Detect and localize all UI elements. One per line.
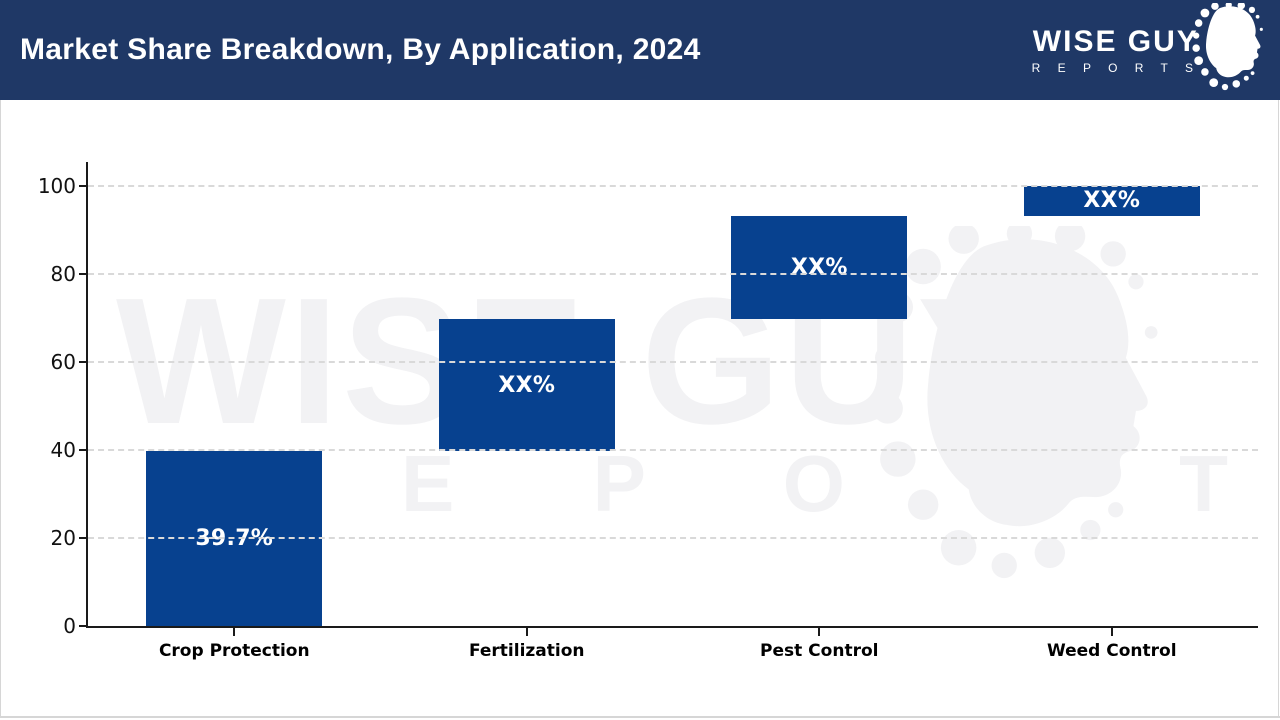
y-tick-60 — [79, 361, 86, 363]
x-category-label: Crop Protection — [158, 641, 310, 661]
gridline-y-100 — [88, 185, 1258, 187]
y-tick-label: 20 — [50, 526, 76, 550]
x-category-label: Pest Control — [760, 641, 879, 661]
y-tick-label: 0 — [63, 614, 76, 638]
logo-wordmark: WISE GUY R E P O R T S — [1032, 25, 1200, 75]
y-tick-0 — [79, 625, 86, 627]
x-tick-1 — [233, 628, 236, 636]
y-tick-40 — [79, 449, 86, 451]
x-tick-2 — [525, 628, 528, 636]
x-axis-line — [86, 626, 1258, 628]
y-tick-label: 80 — [50, 262, 76, 286]
y-tick-100 — [79, 185, 86, 187]
gridline-y-20 — [88, 537, 1258, 539]
y-tick-label: 100 — [37, 174, 76, 198]
card-border-left — [0, 100, 1, 717]
bar-fertilization[interactable]: XX% — [438, 319, 615, 452]
y-tick-label: 60 — [50, 350, 76, 374]
bar-value-label: XX% — [498, 372, 556, 398]
card-border-bottom — [0, 716, 1280, 718]
gridline-y-40 — [88, 449, 1258, 451]
chart-title: Market Share Breakdown, By Application, … — [20, 33, 701, 66]
y-tick-label: 40 — [50, 438, 76, 462]
bar-value-label: XX% — [1083, 188, 1141, 214]
watermark-head-icon — [872, 226, 1177, 606]
logo-line1: WISE GUY — [1032, 25, 1199, 58]
x-category-label: Fertilization — [468, 641, 585, 661]
x-tick-3 — [818, 628, 821, 636]
header-bar: Market Share Breakdown, By Application, … — [0, 0, 1280, 100]
logo-line2: R E P O R T S — [1031, 61, 1200, 75]
wise-guy-logo: WISE GUY R E P O R T S — [1032, 0, 1270, 100]
dotted-head-logo-icon — [1190, 3, 1270, 97]
y-tick-80 — [79, 273, 86, 275]
bar-weed-control[interactable]: XX% — [1023, 186, 1200, 216]
x-category-label: Weed Control — [1046, 641, 1177, 661]
gridline-y-80 — [88, 273, 1258, 275]
y-axis-line — [86, 162, 88, 628]
bar-pest-control[interactable]: XX% — [731, 215, 908, 320]
bar-value-label: XX% — [790, 255, 848, 281]
card-border-right — [1278, 100, 1279, 717]
y-tick-20 — [79, 537, 86, 539]
x-tick-4 — [1110, 628, 1113, 636]
gridline-y-60 — [88, 361, 1258, 363]
